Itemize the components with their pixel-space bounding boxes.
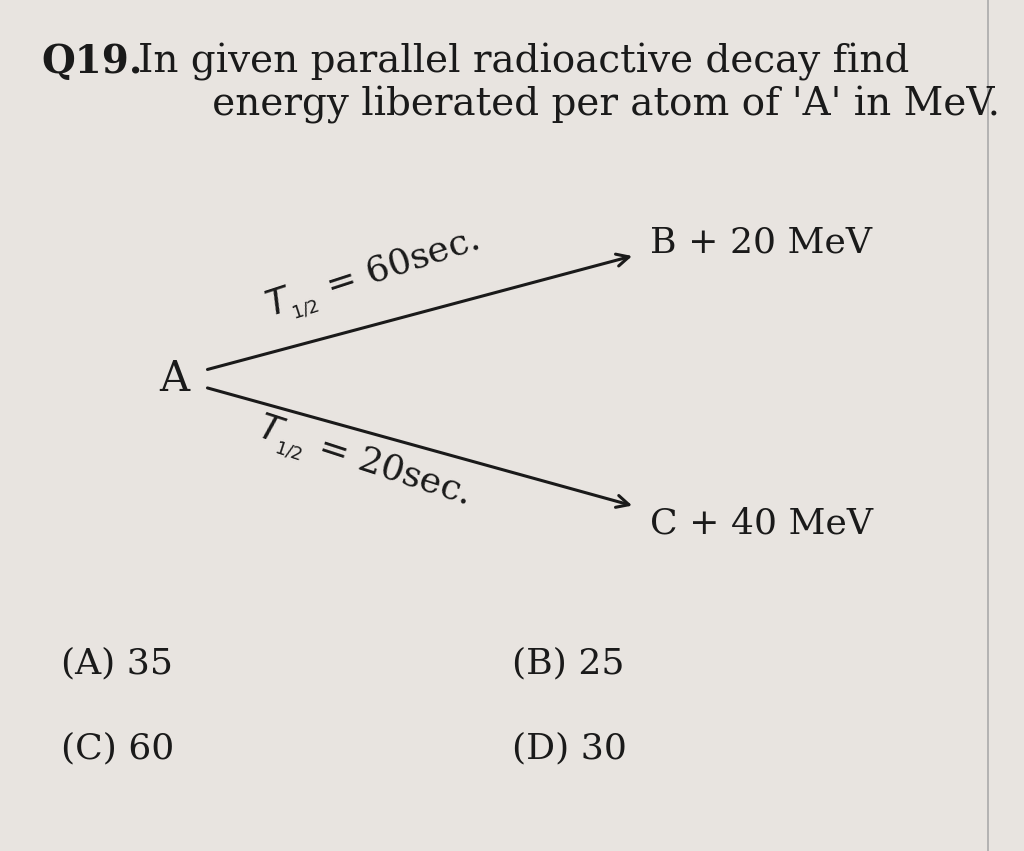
Text: Q19.: Q19. bbox=[41, 43, 142, 81]
Text: In given parallel radioactive decay find
      energy liberated per atom of 'A' : In given parallel radioactive decay find… bbox=[138, 43, 1000, 124]
Text: A: A bbox=[160, 357, 189, 400]
Text: B + 20 MeV: B + 20 MeV bbox=[650, 226, 872, 260]
Text: (A) 35: (A) 35 bbox=[61, 647, 173, 681]
Text: (D) 30: (D) 30 bbox=[512, 732, 627, 766]
Text: C + 40 MeV: C + 40 MeV bbox=[650, 506, 873, 540]
Text: (B) 25: (B) 25 bbox=[512, 647, 625, 681]
Text: (C) 60: (C) 60 bbox=[61, 732, 175, 766]
Text: $T_{_{1/2}}$ = 20sec.: $T_{_{1/2}}$ = 20sec. bbox=[251, 410, 474, 517]
Text: $T_{_{1/2}}$ = 60sec.: $T_{_{1/2}}$ = 60sec. bbox=[261, 223, 484, 330]
